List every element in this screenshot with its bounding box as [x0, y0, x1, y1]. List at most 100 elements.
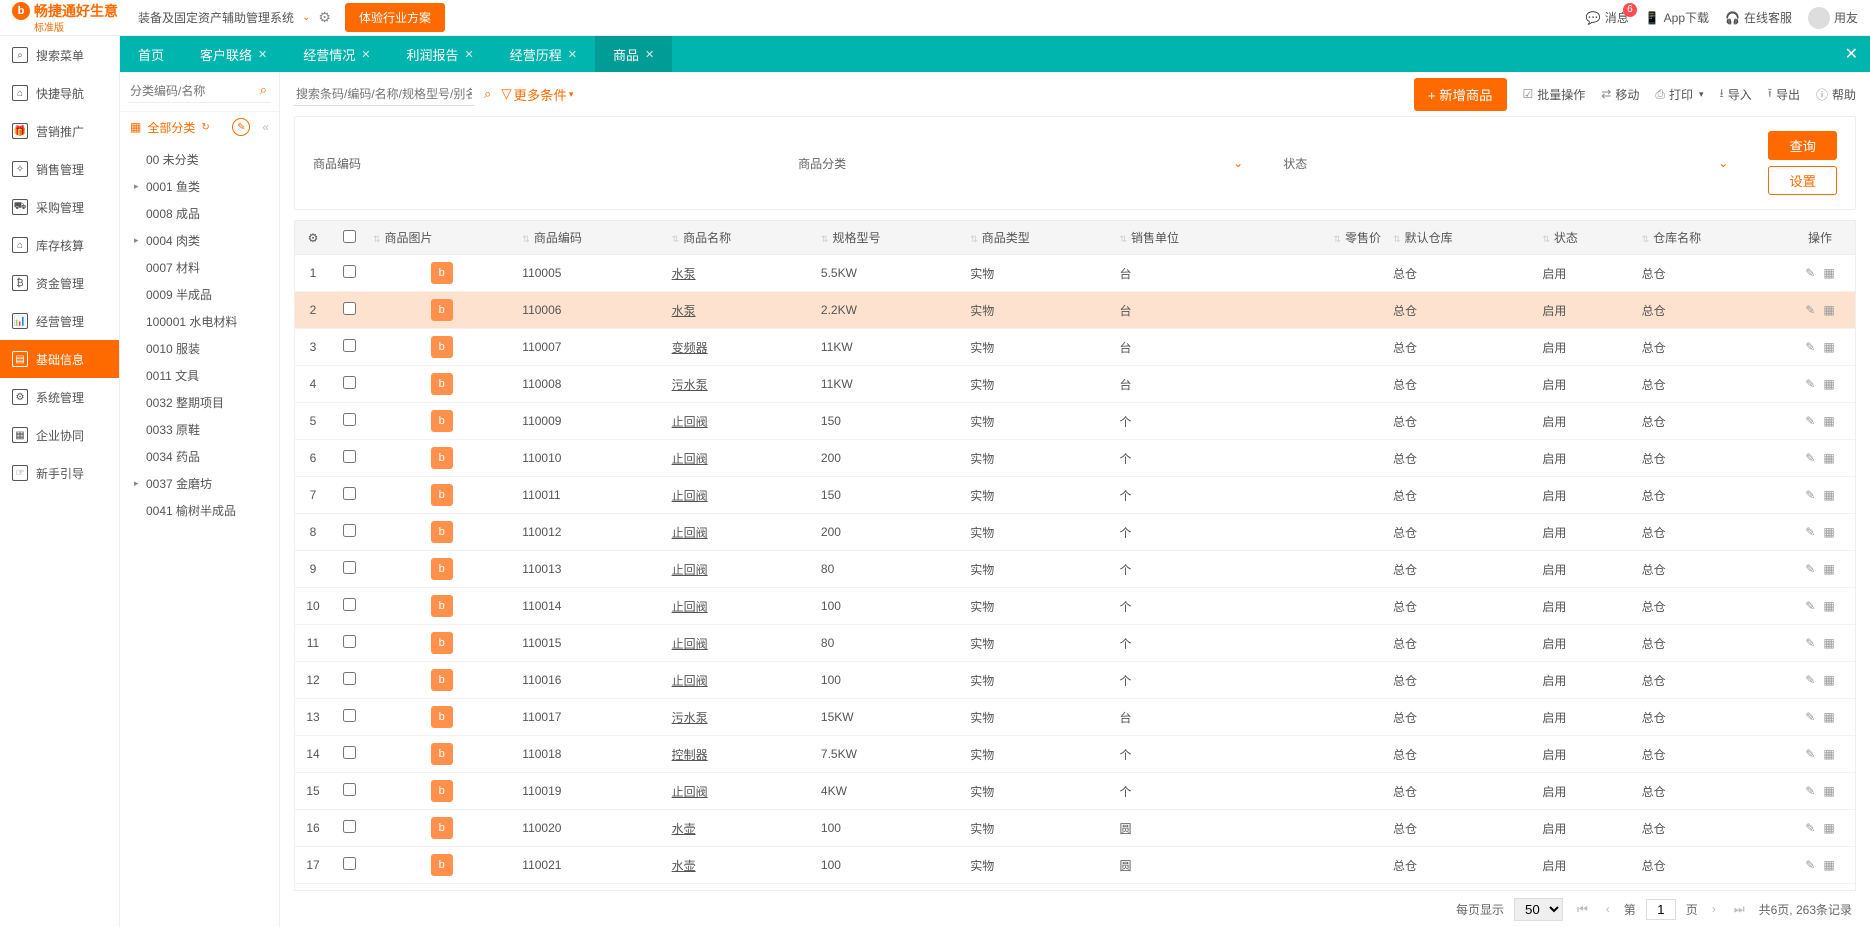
more-icon[interactable]: ▦: [1823, 451, 1834, 465]
close-all-tabs[interactable]: ✕: [1833, 44, 1870, 64]
product-name-link[interactable]: 止回阀: [672, 785, 708, 799]
product-image-icon[interactable]: b: [431, 521, 453, 543]
product-image-icon[interactable]: b: [431, 780, 453, 802]
sidebar-item-7[interactable]: 📊经营管理: [0, 302, 119, 340]
table-row[interactable]: 10b110014止回阀100实物个总仓启用总仓✎▦: [295, 588, 1855, 625]
product-name-link[interactable]: 止回阀: [672, 526, 708, 540]
table-row[interactable]: 7b110011止回阀150实物个总仓启用总仓✎▦: [295, 477, 1855, 514]
row-checkbox[interactable]: [343, 265, 356, 278]
edit-icon[interactable]: ✎: [1805, 562, 1815, 576]
edit-icon[interactable]: ✎: [1805, 784, 1815, 798]
sidebar-item-11[interactable]: ☞新手引导: [0, 454, 119, 492]
product-image-icon[interactable]: b: [431, 373, 453, 395]
category-item-11[interactable]: 0034 药品: [120, 443, 279, 470]
table-row[interactable]: 14b110018控制器7.5KW实物个总仓启用总仓✎▦: [295, 736, 1855, 773]
product-image-icon[interactable]: b: [431, 817, 453, 839]
category-item-12[interactable]: ▸0037 金磨坊: [120, 470, 279, 497]
col-header-10[interactable]: ⇅状态: [1536, 221, 1635, 255]
table-row[interactable]: 13b110017污水泵15KW实物台总仓启用总仓✎▦: [295, 699, 1855, 736]
table-row[interactable]: 12b110016止回阀100实物个总仓启用总仓✎▦: [295, 662, 1855, 699]
user-menu[interactable]: 用友: [1808, 7, 1858, 29]
print-button[interactable]: ⎙打印▾: [1655, 86, 1703, 103]
product-name-link[interactable]: 止回阀: [672, 637, 708, 651]
product-image-icon[interactable]: b: [431, 743, 453, 765]
product-image-icon[interactable]: b: [431, 299, 453, 321]
col-header-1[interactable]: [331, 221, 367, 255]
system-selector[interactable]: 装备及固定资产辅助管理系统 ⌄: [138, 9, 310, 26]
sidebar-item-9[interactable]: ⚙系统管理: [0, 378, 119, 416]
import-button[interactable]: ⭳导入: [1720, 84, 1752, 105]
select-all-checkbox[interactable]: [343, 230, 356, 243]
row-checkbox[interactable]: [343, 413, 356, 426]
per-page-select[interactable]: 50: [1514, 898, 1563, 921]
product-name-link[interactable]: 止回阀: [672, 415, 708, 429]
batch-ops-button[interactable]: ☑批量操作: [1523, 86, 1586, 103]
table-row[interactable]: 16b110020水壶100实物圆总仓启用总仓✎▦: [295, 810, 1855, 847]
row-checkbox[interactable]: [343, 302, 356, 315]
tab-0[interactable]: 首页: [120, 36, 182, 72]
close-icon[interactable]: ✕: [361, 48, 370, 61]
category-item-9[interactable]: 0032 整期项目: [120, 389, 279, 416]
product-image-icon[interactable]: b: [431, 854, 453, 876]
table-row[interactable]: 1b110005水泵5.5KW实物台总仓启用总仓✎▦: [295, 255, 1855, 292]
edit-icon[interactable]: ✎: [1805, 303, 1815, 317]
help-button[interactable]: ⓘ帮助: [1816, 86, 1856, 103]
settings-icon[interactable]: ⚙: [308, 231, 319, 245]
edit-icon[interactable]: ✎: [1805, 340, 1815, 354]
product-image-icon[interactable]: b: [431, 558, 453, 580]
filter-category[interactable]: 商品分类 ⌄: [798, 155, 1243, 172]
row-checkbox[interactable]: [343, 598, 356, 611]
more-icon[interactable]: ▦: [1823, 303, 1834, 317]
product-name-link[interactable]: 止回阀: [672, 674, 708, 688]
more-icon[interactable]: ▦: [1823, 599, 1834, 613]
product-name-link[interactable]: 污水泵: [672, 711, 708, 725]
settings-button[interactable]: 设置: [1768, 166, 1837, 195]
col-header-3[interactable]: ⇅商品编码: [516, 221, 665, 255]
sidebar-item-10[interactable]: ▦企业协同: [0, 416, 119, 454]
sidebar-item-3[interactable]: ✧销售管理: [0, 150, 119, 188]
product-name-link[interactable]: 污水泵: [672, 378, 708, 392]
row-checkbox[interactable]: [343, 339, 356, 352]
category-item-4[interactable]: 0007 材料: [120, 254, 279, 281]
edit-icon[interactable]: ✎: [1805, 266, 1815, 280]
table-row[interactable]: 11b110015止回阀80实物个总仓启用总仓✎▦: [295, 625, 1855, 662]
support-link[interactable]: 🎧 在线客服: [1725, 9, 1792, 26]
category-item-2[interactable]: 0008 成品: [120, 200, 279, 227]
product-image-icon[interactable]: b: [431, 447, 453, 469]
edit-icon[interactable]: ✎: [1805, 673, 1815, 687]
col-header-6[interactable]: ⇅商品类型: [964, 221, 1113, 255]
next-page-button[interactable]: ›: [1708, 902, 1720, 916]
category-item-8[interactable]: 0011 文具: [120, 362, 279, 389]
col-header-8[interactable]: ⇅零售价: [1263, 221, 1387, 255]
more-icon[interactable]: ▦: [1823, 562, 1834, 576]
table-row[interactable]: 5b110009止回阀150实物个总仓启用总仓✎▦: [295, 403, 1855, 440]
category-search-input[interactable]: [128, 80, 271, 103]
product-name-link[interactable]: 控制器: [672, 748, 708, 762]
col-header-5[interactable]: ⇅规格型号: [815, 221, 964, 255]
col-header-4[interactable]: ⇅商品名称: [666, 221, 815, 255]
product-name-link[interactable]: 水泵: [672, 267, 696, 281]
row-checkbox[interactable]: [343, 524, 356, 537]
sidebar-item-6[interactable]: ₿资金管理: [0, 264, 119, 302]
move-button[interactable]: ⇄移动: [1601, 86, 1639, 103]
close-icon[interactable]: ✕: [465, 48, 474, 61]
more-icon[interactable]: ▦: [1823, 377, 1834, 391]
export-button[interactable]: ⭱导出: [1768, 84, 1800, 105]
edit-icon[interactable]: ✎: [1805, 821, 1815, 835]
close-icon[interactable]: ✕: [258, 48, 267, 61]
col-header-2[interactable]: ⇅商品图片: [367, 221, 516, 255]
more-conditions-button[interactable]: ▽ 更多条件 ▾: [501, 85, 573, 104]
sidebar-item-5[interactable]: ⌂库存核算: [0, 226, 119, 264]
more-icon[interactable]: ▦: [1823, 414, 1834, 428]
table-row[interactable]: 2b110006水泵2.2KW实物台总仓启用总仓✎▦: [295, 292, 1855, 329]
more-icon[interactable]: ▦: [1823, 488, 1834, 502]
table-row[interactable]: 9b110013止回阀80实物个总仓启用总仓✎▦: [295, 551, 1855, 588]
product-image-icon[interactable]: b: [431, 632, 453, 654]
page-input[interactable]: [1646, 899, 1676, 920]
col-header-11[interactable]: ⇅仓库名称: [1636, 221, 1785, 255]
table-row[interactable]: 8b110012止回阀200实物个总仓启用总仓✎▦: [295, 514, 1855, 551]
product-search-input[interactable]: [294, 83, 474, 106]
messages-link[interactable]: 💬 消息 6: [1586, 9, 1629, 26]
edit-icon[interactable]: ✎: [1805, 451, 1815, 465]
product-image-icon[interactable]: b: [431, 336, 453, 358]
